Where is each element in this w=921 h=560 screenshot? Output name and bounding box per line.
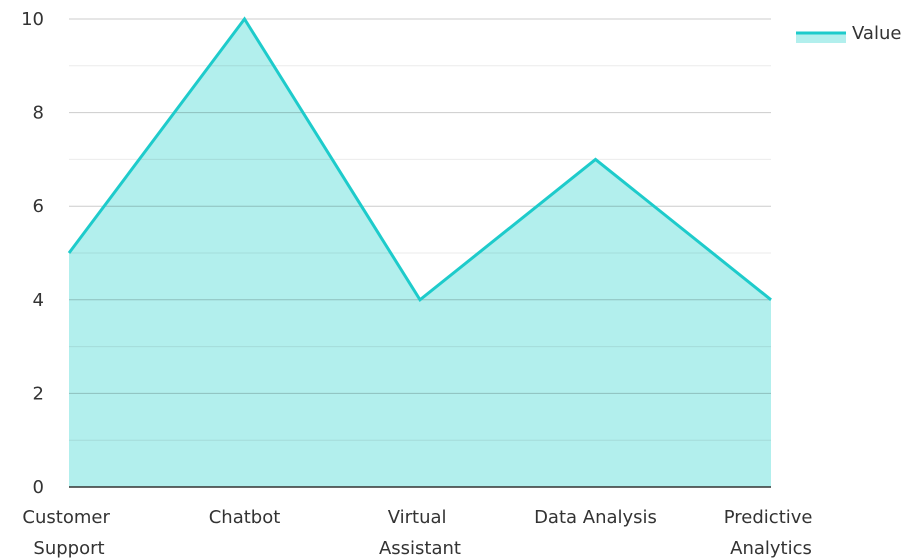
y-tick-label: 10 [21,9,44,30]
y-tick-label: 0 [33,477,44,498]
y-tick-label: 4 [33,290,44,311]
y-tick-label: 2 [33,383,44,404]
x-tick-label: Virtual Assistant [379,507,461,559]
y-tick-label: 6 [33,196,44,217]
x-tick-label: Customer Support [22,507,115,559]
area-line [67,16,772,303]
legend-swatch-fill [796,33,846,43]
x-tick-label: Chatbot [209,507,281,528]
x-tick-label: Predictive Analytics [724,507,818,559]
legend-label: Value [852,23,901,44]
y-tick-label: 8 [33,103,44,124]
area-fill [69,19,771,487]
x-tick-label: Data Analysis [534,507,657,528]
